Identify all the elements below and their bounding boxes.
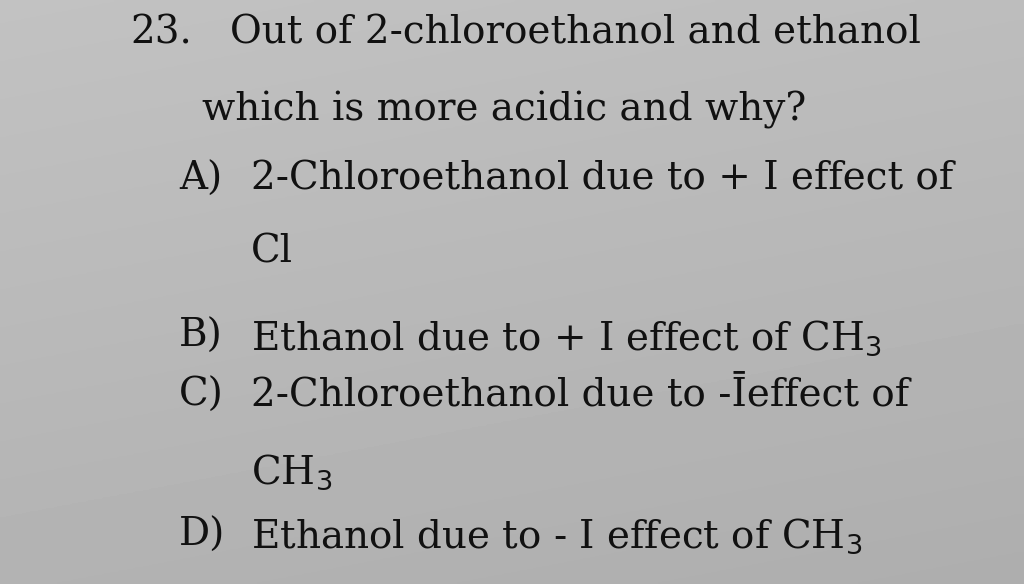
Text: CH$_3$: CH$_3$ [251, 453, 332, 492]
Text: Ethanol due to - I effect of CH$_3$: Ethanol due to - I effect of CH$_3$ [251, 517, 862, 557]
Text: Ethanol due to + I effect of CH$_3$: Ethanol due to + I effect of CH$_3$ [251, 318, 882, 358]
Text: 2-Chloroethanol due to -Īeffect of: 2-Chloroethanol due to -Īeffect of [251, 377, 909, 413]
Text: B): B) [179, 318, 223, 355]
Text: 2-Chloroethanol due to + I effect of: 2-Chloroethanol due to + I effect of [251, 161, 953, 197]
Text: A): A) [179, 161, 222, 197]
Text: D): D) [179, 517, 225, 554]
Text: Out of 2-chloroethanol and ethanol: Out of 2-chloroethanol and ethanol [230, 15, 922, 51]
Text: Cl: Cl [251, 234, 293, 270]
Text: 23.: 23. [130, 15, 191, 51]
Text: which is more acidic and why?: which is more acidic and why? [202, 91, 806, 128]
Text: C): C) [179, 377, 224, 413]
